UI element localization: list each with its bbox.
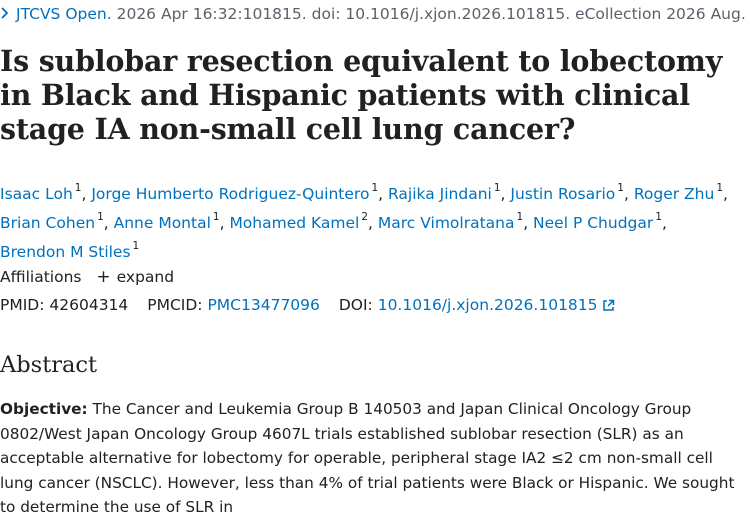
author-link[interactable]: Neel P Chudgar bbox=[533, 214, 654, 233]
abstract-objective: Objective: The Cancer and Leukemia Group… bbox=[0, 397, 745, 520]
author-link[interactable]: Brendon M Stiles bbox=[0, 243, 131, 262]
citation-details: 2026 Apr 16:32:101815. doi: 10.1016/j.xj… bbox=[116, 5, 746, 23]
pmcid-link[interactable]: PMC13477096 bbox=[207, 296, 320, 314]
author-item: Jorge Humberto Rodriguez-Quintero 1, bbox=[91, 182, 388, 204]
author-link[interactable]: Jorge Humberto Rodriguez-Quintero bbox=[91, 185, 370, 204]
author-item: Justin Rosario 1, bbox=[510, 182, 634, 204]
author-item: Isaac Loh 1, bbox=[0, 182, 92, 204]
affiliations-row: Affiliations + expand bbox=[0, 267, 174, 287]
affiliations-label: Affiliations bbox=[0, 268, 82, 286]
affiliation-sup[interactable]: 1 bbox=[655, 211, 662, 224]
author-link[interactable]: Justin Rosario bbox=[510, 185, 616, 204]
journal-link[interactable]: JTCVS Open. bbox=[16, 5, 112, 23]
author-item: Marc Vimolratana 1, bbox=[377, 211, 534, 233]
author-link[interactable]: Marc Vimolratana bbox=[377, 214, 515, 233]
author-item: Rajika Jindani 1, bbox=[387, 182, 511, 204]
affiliation-sup[interactable]: 1 bbox=[493, 182, 501, 194]
pmid-label: PMID: bbox=[0, 296, 45, 314]
author-link[interactable]: Anne Montal bbox=[113, 214, 211, 233]
author-item: Brian Cohen 1, bbox=[0, 211, 114, 233]
doi-link[interactable]: 10.1016/j.xjon.2026.101815 bbox=[377, 296, 598, 314]
author-link[interactable]: Mohamed Kamel bbox=[229, 214, 360, 233]
external-link-icon[interactable] bbox=[602, 298, 615, 316]
affiliation-sup[interactable]: 2 bbox=[361, 211, 369, 224]
plus-icon: + bbox=[96, 267, 111, 287]
affiliation-sup[interactable]: 1 bbox=[371, 182, 379, 194]
author-link[interactable]: Rajika Jindani bbox=[387, 185, 492, 204]
affiliation-sup[interactable]: 1 bbox=[74, 182, 82, 194]
article-title: Is sublobar resection equivalent to lobe… bbox=[0, 44, 723, 146]
author-list: Isaac Loh 1, Jorge Humberto Rodriguez-Qui… bbox=[0, 178, 745, 265]
author-link[interactable]: Brian Cohen bbox=[0, 214, 96, 233]
doi-label: DOI: bbox=[338, 296, 373, 314]
affiliation-sup[interactable]: 1 bbox=[716, 182, 724, 194]
affiliation-sup[interactable]: 1 bbox=[212, 211, 220, 224]
expand-label: expand bbox=[116, 268, 175, 286]
objective-label: Objective: bbox=[0, 400, 88, 418]
citation-line: JTCVS Open. 2026 Apr 16:32:101815. doi: … bbox=[0, 4, 750, 23]
affiliation-sup[interactable]: 1 bbox=[617, 182, 624, 194]
chevron-right-icon[interactable] bbox=[0, 4, 10, 23]
affiliation-sup[interactable]: 1 bbox=[516, 211, 524, 224]
author-link[interactable]: Roger Zhu bbox=[633, 185, 715, 204]
author-link[interactable]: Isaac Loh bbox=[0, 185, 73, 204]
author-item: Mohamed Kamel 2, bbox=[229, 211, 378, 233]
author-item: Anne Montal 1, bbox=[113, 211, 230, 233]
author-item: Roger Zhu 1, bbox=[633, 182, 728, 204]
affiliation-sup[interactable]: 1 bbox=[132, 240, 140, 253]
pmid-value: 42604314 bbox=[49, 296, 129, 314]
author-item: Neel P Chudgar 1, bbox=[533, 211, 667, 233]
author-item: Brendon M Stiles 1 bbox=[0, 240, 140, 262]
objective-text: The Cancer and Leukemia Group B 140503 a… bbox=[0, 400, 735, 517]
pmcid-label: PMCID: bbox=[147, 296, 203, 314]
identifiers-row: PMID: 42604314 PMCID: PMC13477096 DOI: 1… bbox=[0, 296, 615, 316]
abstract-heading: Abstract bbox=[0, 352, 98, 378]
affiliations-expand-button[interactable]: + expand bbox=[96, 267, 175, 287]
affiliation-sup[interactable]: 1 bbox=[97, 211, 104, 224]
